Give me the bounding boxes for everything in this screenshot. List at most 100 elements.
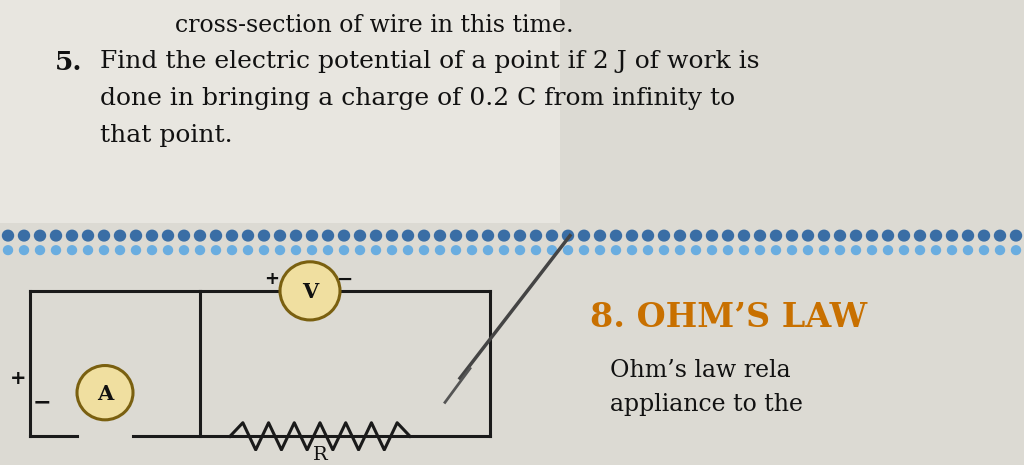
Circle shape xyxy=(530,230,542,241)
Text: 5.: 5. xyxy=(55,50,83,75)
Circle shape xyxy=(307,246,316,254)
Circle shape xyxy=(77,365,133,420)
Circle shape xyxy=(515,246,524,254)
Text: −: − xyxy=(33,392,51,412)
Circle shape xyxy=(867,246,877,254)
Text: done in bringing a charge of 0.2 C from infinity to: done in bringing a charge of 0.2 C from … xyxy=(100,87,735,110)
Circle shape xyxy=(659,246,669,254)
Circle shape xyxy=(35,230,45,241)
Circle shape xyxy=(580,246,589,254)
Circle shape xyxy=(707,230,718,241)
Circle shape xyxy=(292,246,300,254)
Circle shape xyxy=(851,230,861,241)
Circle shape xyxy=(467,230,477,241)
Circle shape xyxy=(611,246,621,254)
Circle shape xyxy=(98,230,110,241)
Circle shape xyxy=(482,230,494,241)
Circle shape xyxy=(514,230,525,241)
Circle shape xyxy=(435,246,444,254)
Circle shape xyxy=(755,230,766,241)
Circle shape xyxy=(274,230,286,241)
Text: Ohm’s law rela: Ohm’s law rela xyxy=(610,359,791,382)
Circle shape xyxy=(36,246,44,254)
Circle shape xyxy=(979,230,989,241)
Circle shape xyxy=(258,230,269,241)
Circle shape xyxy=(402,230,414,241)
Circle shape xyxy=(19,246,29,254)
Circle shape xyxy=(531,246,541,254)
Circle shape xyxy=(499,230,510,241)
Circle shape xyxy=(226,230,238,241)
Circle shape xyxy=(500,246,509,254)
Circle shape xyxy=(899,246,908,254)
Circle shape xyxy=(371,230,382,241)
Circle shape xyxy=(804,246,812,254)
Text: −: − xyxy=(337,270,353,289)
Circle shape xyxy=(483,246,493,254)
Circle shape xyxy=(803,230,813,241)
Circle shape xyxy=(739,246,749,254)
Circle shape xyxy=(68,246,77,254)
Circle shape xyxy=(835,230,846,241)
Circle shape xyxy=(468,246,476,254)
Circle shape xyxy=(756,246,765,254)
Circle shape xyxy=(723,230,733,241)
Circle shape xyxy=(563,246,572,254)
Circle shape xyxy=(915,246,925,254)
Bar xyxy=(0,0,560,223)
Circle shape xyxy=(547,230,557,241)
Circle shape xyxy=(275,246,285,254)
Circle shape xyxy=(946,230,957,241)
Circle shape xyxy=(690,230,701,241)
Circle shape xyxy=(3,246,12,254)
Text: 8. OHM’S LAW: 8. OHM’S LAW xyxy=(590,300,867,333)
Circle shape xyxy=(898,230,909,241)
Text: V: V xyxy=(302,282,318,302)
Circle shape xyxy=(451,230,462,241)
Circle shape xyxy=(355,246,365,254)
Circle shape xyxy=(178,230,189,241)
Circle shape xyxy=(195,230,206,241)
Circle shape xyxy=(420,246,428,254)
Circle shape xyxy=(691,246,700,254)
Circle shape xyxy=(980,246,988,254)
Circle shape xyxy=(99,246,109,254)
Circle shape xyxy=(116,246,125,254)
Circle shape xyxy=(595,230,605,241)
Circle shape xyxy=(579,230,590,241)
Circle shape xyxy=(115,230,126,241)
Circle shape xyxy=(227,246,237,254)
Circle shape xyxy=(786,230,798,241)
Circle shape xyxy=(164,246,172,254)
Circle shape xyxy=(130,230,141,241)
Circle shape xyxy=(836,246,845,254)
Text: +: + xyxy=(264,270,280,288)
Circle shape xyxy=(628,246,637,254)
Circle shape xyxy=(643,246,652,254)
Circle shape xyxy=(67,230,78,241)
Circle shape xyxy=(51,246,60,254)
Circle shape xyxy=(596,246,604,254)
Circle shape xyxy=(131,246,140,254)
Circle shape xyxy=(1011,230,1022,241)
Circle shape xyxy=(434,230,445,241)
Circle shape xyxy=(1012,246,1021,254)
Text: A: A xyxy=(97,384,113,404)
Circle shape xyxy=(84,246,92,254)
Circle shape xyxy=(306,230,317,241)
Circle shape xyxy=(211,230,221,241)
Circle shape xyxy=(932,246,940,254)
Circle shape xyxy=(818,230,829,241)
Circle shape xyxy=(658,230,670,241)
Circle shape xyxy=(562,230,573,241)
Circle shape xyxy=(819,246,828,254)
Circle shape xyxy=(770,230,781,241)
Circle shape xyxy=(179,246,188,254)
Circle shape xyxy=(372,246,381,254)
Circle shape xyxy=(83,230,93,241)
Circle shape xyxy=(963,230,974,241)
Circle shape xyxy=(675,230,685,241)
Circle shape xyxy=(771,246,780,254)
Circle shape xyxy=(50,230,61,241)
Text: cross-section of wire in this time.: cross-section of wire in this time. xyxy=(175,13,573,37)
